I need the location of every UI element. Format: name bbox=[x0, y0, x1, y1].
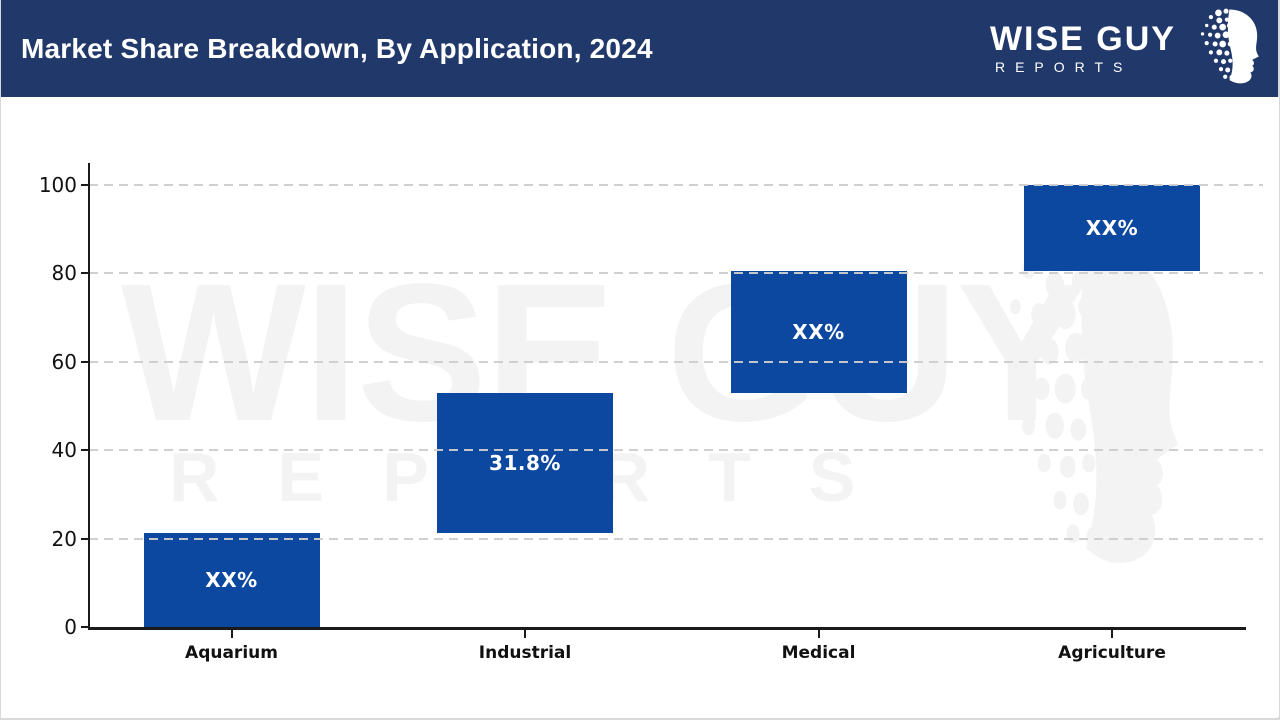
market-share-bar: XX% bbox=[143, 533, 320, 627]
bar-value-label: XX% bbox=[792, 319, 845, 344]
x-axis-category-label: Aquarium bbox=[185, 643, 278, 663]
chart-area: WISE GUY REPORTS XX%Aquarium31.8%Industr… bbox=[1, 97, 1279, 717]
y-tick-mark bbox=[81, 272, 89, 275]
y-gridline bbox=[89, 272, 1263, 275]
header-bar: Market Share Breakdown, By Application, … bbox=[1, 0, 1278, 97]
y-gridline bbox=[89, 449, 1263, 452]
logo-wordmark: WISE GUY REPORTS bbox=[990, 22, 1176, 75]
y-axis-tick-label: 20 bbox=[51, 526, 77, 551]
x-tick-mark bbox=[230, 629, 233, 638]
y-axis-tick-label: 40 bbox=[51, 438, 77, 463]
x-axis-category-label: Industrial bbox=[478, 643, 572, 663]
bar-value-label: XX% bbox=[1085, 215, 1139, 240]
x-tick-mark bbox=[1111, 629, 1113, 638]
watermark-face-icon bbox=[929, 225, 1191, 597]
market-share-bar: XX% bbox=[730, 270, 907, 393]
y-gridline bbox=[89, 184, 1263, 186]
y-tick-mark bbox=[81, 360, 89, 363]
x-tick-mark bbox=[524, 629, 526, 638]
y-axis-line bbox=[88, 163, 90, 629]
y-axis-tick-label: 60 bbox=[51, 349, 77, 374]
chart-title: Market Share Breakdown, By Application, … bbox=[21, 32, 653, 64]
bar-value-label: 31.8% bbox=[489, 451, 561, 475]
dotted-face-icon bbox=[1178, 7, 1264, 91]
x-axis-category-label: Medical bbox=[781, 643, 856, 663]
x-tick-mark bbox=[817, 629, 820, 638]
wise-guy-logo: WISE GUY REPORTS bbox=[990, 7, 1264, 91]
x-axis-line bbox=[88, 627, 1246, 630]
y-tick-mark bbox=[81, 184, 89, 186]
logo-line1: WISE GUY bbox=[989, 20, 1176, 58]
y-axis-tick-label: 80 bbox=[51, 261, 77, 286]
y-gridline bbox=[89, 360, 1263, 363]
market-share-bar: XX% bbox=[1024, 185, 1200, 271]
logo-line2: REPORTS bbox=[994, 59, 1133, 75]
x-axis-category-label: Agriculture bbox=[1058, 643, 1166, 663]
y-gridline bbox=[89, 537, 1263, 540]
bar-value-label: XX% bbox=[205, 568, 258, 593]
market-share-bar: 31.8% bbox=[437, 392, 613, 534]
y-tick-mark bbox=[81, 626, 89, 628]
y-tick-mark bbox=[81, 449, 89, 452]
y-axis-tick-label: 0 bbox=[64, 615, 77, 639]
y-tick-mark bbox=[81, 537, 89, 540]
y-axis-tick-label: 100 bbox=[38, 173, 77, 197]
